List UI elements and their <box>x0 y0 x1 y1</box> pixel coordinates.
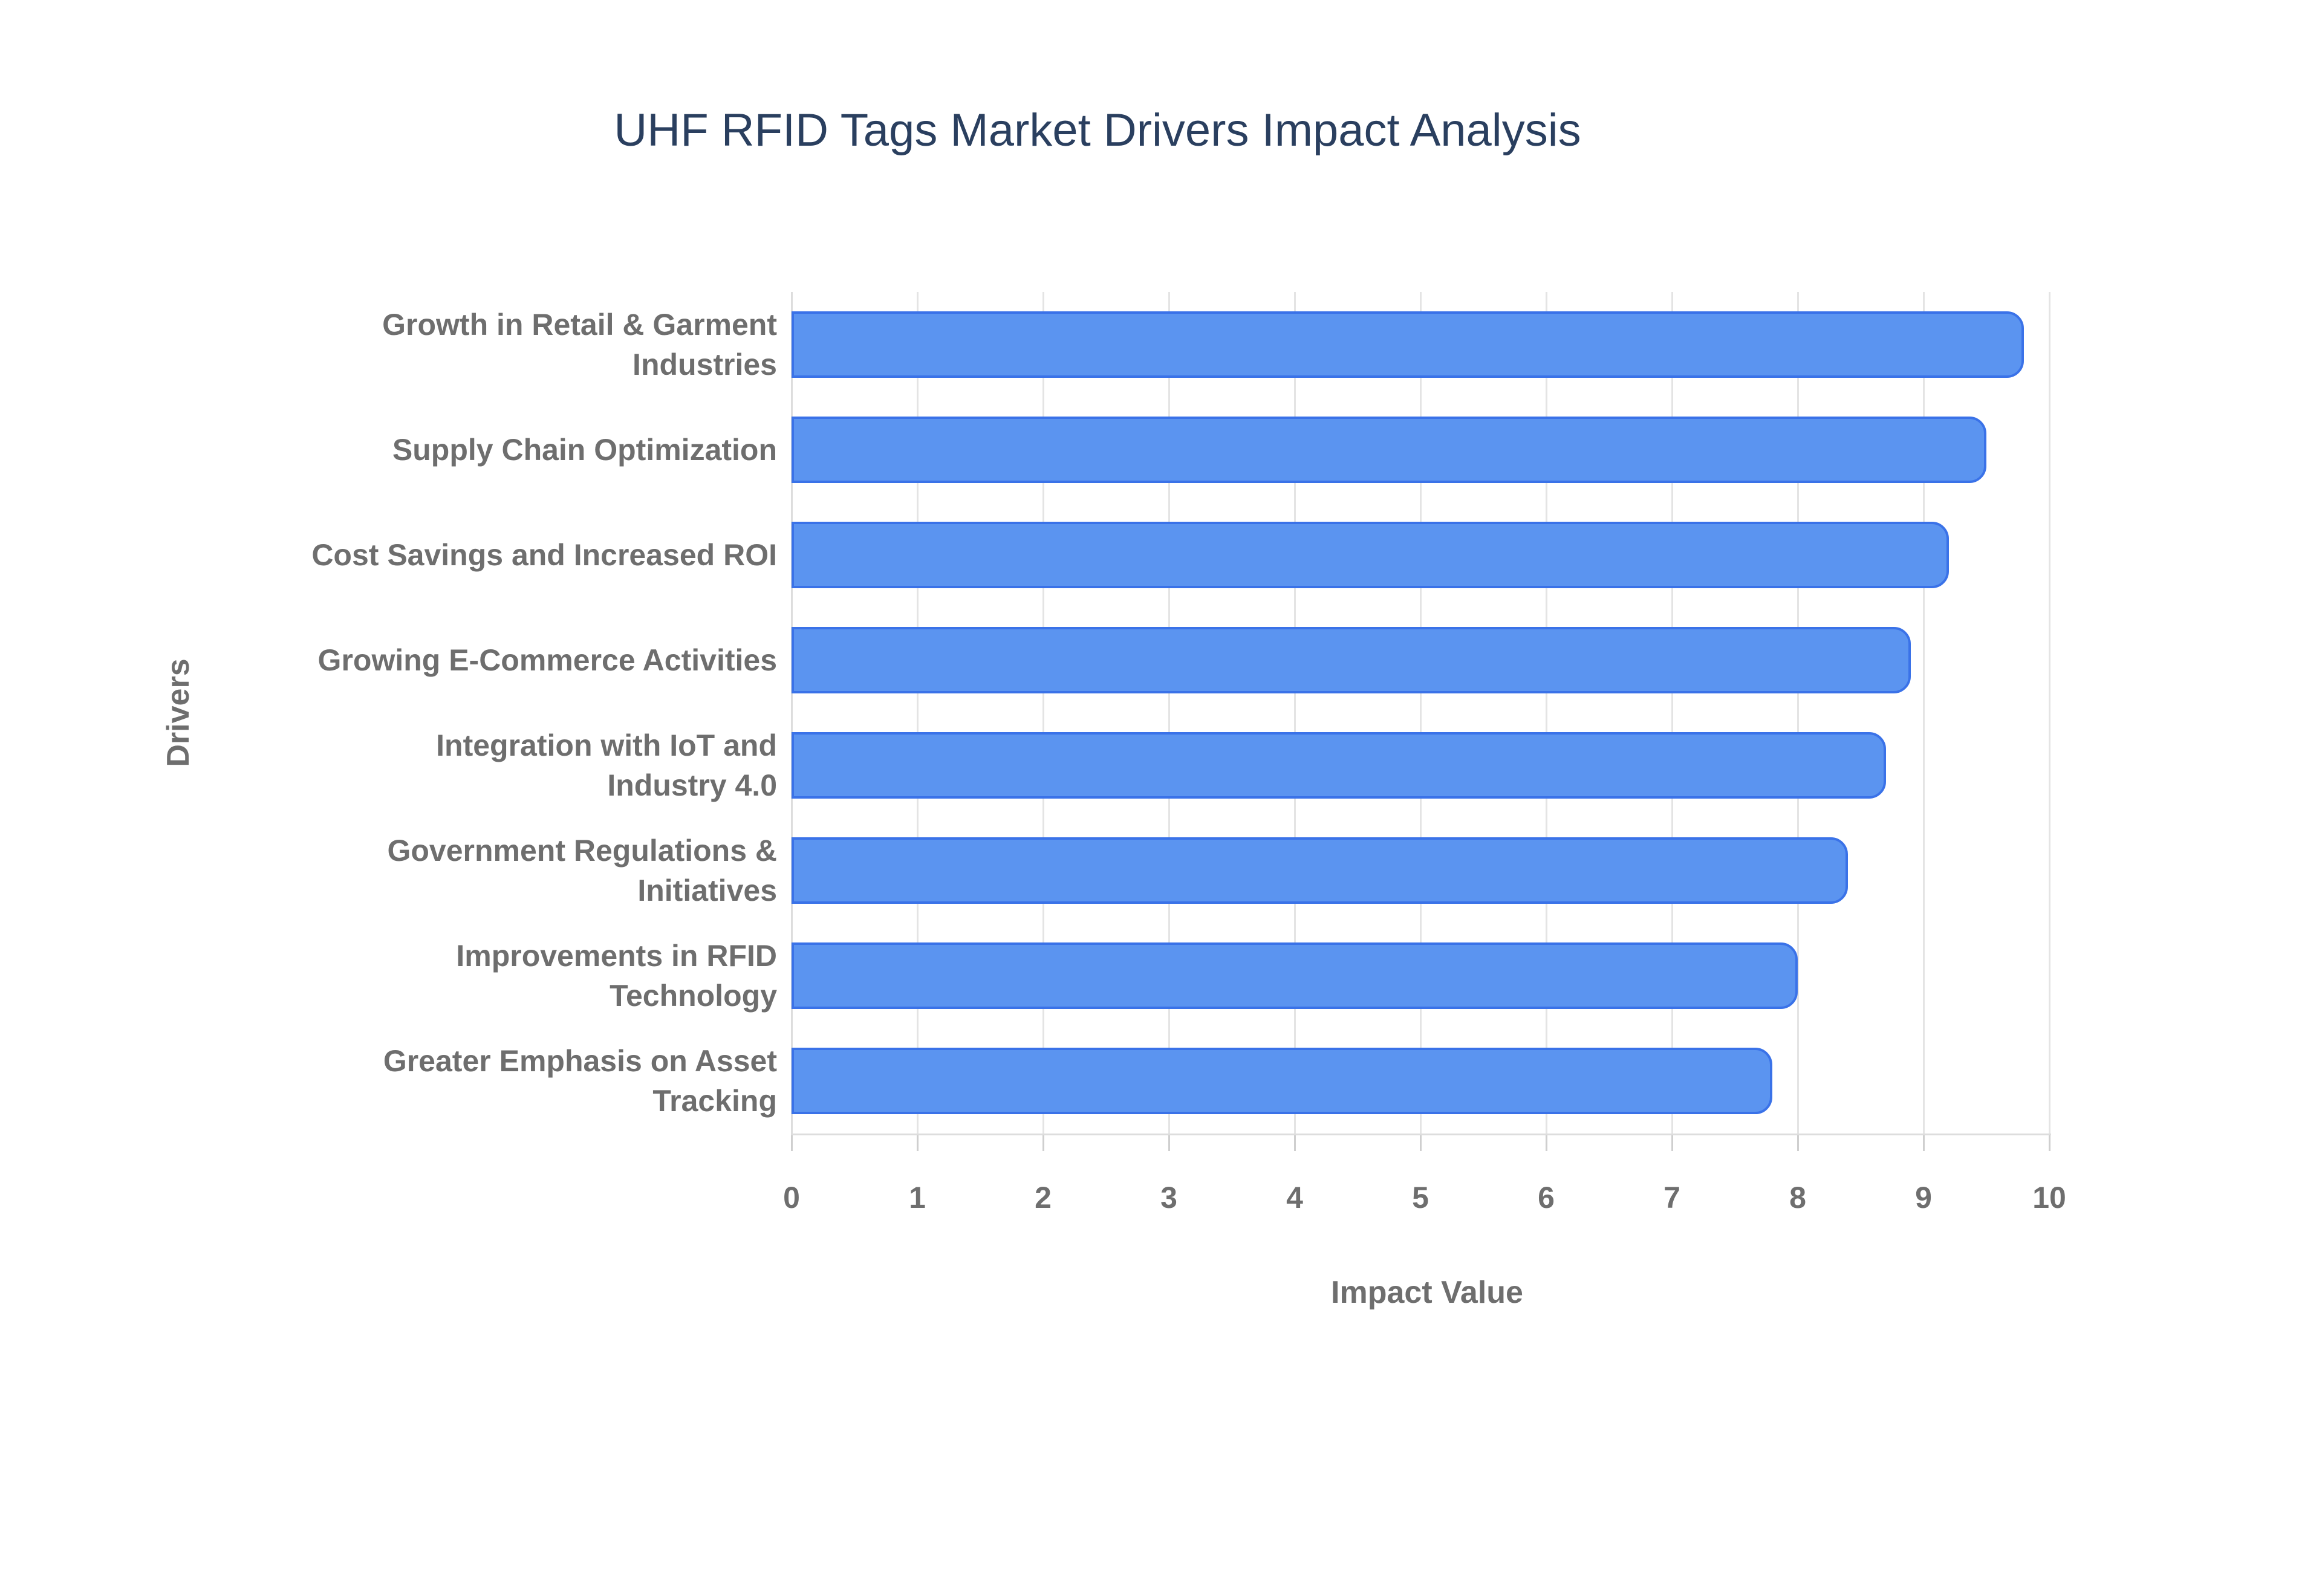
category-label-2: Cost Savings and Increased ROI <box>311 538 777 572</box>
x-gridline-9 <box>1922 292 1925 1134</box>
bar-0 <box>792 311 2024 378</box>
x-tick-label-10: 10 <box>2032 1181 2066 1215</box>
x-gridline-1 <box>916 292 919 1134</box>
bar-2 <box>792 522 1949 588</box>
x-gridline-2 <box>1042 292 1044 1134</box>
x-tick-mark-7 <box>1671 1135 1673 1151</box>
bar-7 <box>792 1048 1773 1114</box>
x-tick-label-7: 7 <box>1663 1181 1680 1215</box>
x-tick-label-1: 1 <box>909 1181 926 1215</box>
bar-4 <box>792 732 1886 799</box>
x-tick-mark-5 <box>1419 1135 1422 1151</box>
x-tick-label-6: 6 <box>1538 1181 1555 1215</box>
chart-title: UHF RFID Tags Market Drivers Impact Anal… <box>614 105 1581 156</box>
x-gridline-6 <box>1545 292 1547 1134</box>
x-tick-mark-10 <box>2048 1135 2050 1151</box>
plot-area <box>792 292 2050 1134</box>
y-axis-title: Drivers <box>161 658 196 767</box>
x-tick-mark-3 <box>1168 1135 1170 1151</box>
x-gridline-5 <box>1419 292 1422 1134</box>
category-label-3: Growing E-Commerce Activities <box>317 643 777 677</box>
category-label-0: Growth in Retail & Garment Industries <box>382 308 777 381</box>
x-gridline-8 <box>1797 292 1799 1134</box>
x-gridline-7 <box>1671 292 1673 1134</box>
bar-3 <box>792 627 1911 693</box>
bar-1 <box>792 417 1986 483</box>
bar-6 <box>792 942 1798 1009</box>
x-tick-mark-4 <box>1293 1135 1296 1151</box>
category-label-7: Greater Emphasis on Asset Tracking <box>383 1044 777 1118</box>
x-tick-mark-6 <box>1545 1135 1547 1151</box>
x-gridline-10 <box>2048 292 2050 1134</box>
x-tick-mark-2 <box>1042 1135 1044 1151</box>
x-tick-mark-0 <box>790 1135 793 1151</box>
x-axis-line <box>792 1134 2051 1135</box>
x-gridline-3 <box>1168 292 1170 1134</box>
x-tick-label-9: 9 <box>1915 1181 1932 1215</box>
x-tick-label-8: 8 <box>1789 1181 1806 1215</box>
y-axis-line <box>791 292 793 1135</box>
x-tick-label-5: 5 <box>1412 1181 1429 1215</box>
category-label-5: Government Regulations & Initiatives <box>387 834 777 907</box>
x-tick-mark-1 <box>916 1135 919 1151</box>
bar-5 <box>792 837 1849 904</box>
x-tick-mark-9 <box>1922 1135 1925 1151</box>
category-label-1: Supply Chain Optimization <box>392 433 777 467</box>
x-gridline-4 <box>1293 292 1296 1134</box>
category-label-4: Integration with IoT and Industry 4.0 <box>436 728 777 802</box>
x-tick-mark-8 <box>1797 1135 1799 1151</box>
x-axis-title: Impact Value <box>1331 1275 1523 1310</box>
x-tick-label-3: 3 <box>1160 1181 1177 1215</box>
x-tick-label-0: 0 <box>783 1181 800 1215</box>
x-tick-label-4: 4 <box>1286 1181 1303 1215</box>
category-label-6: Improvements in RFID Technology <box>456 939 777 1013</box>
x-tick-label-2: 2 <box>1035 1181 1052 1215</box>
